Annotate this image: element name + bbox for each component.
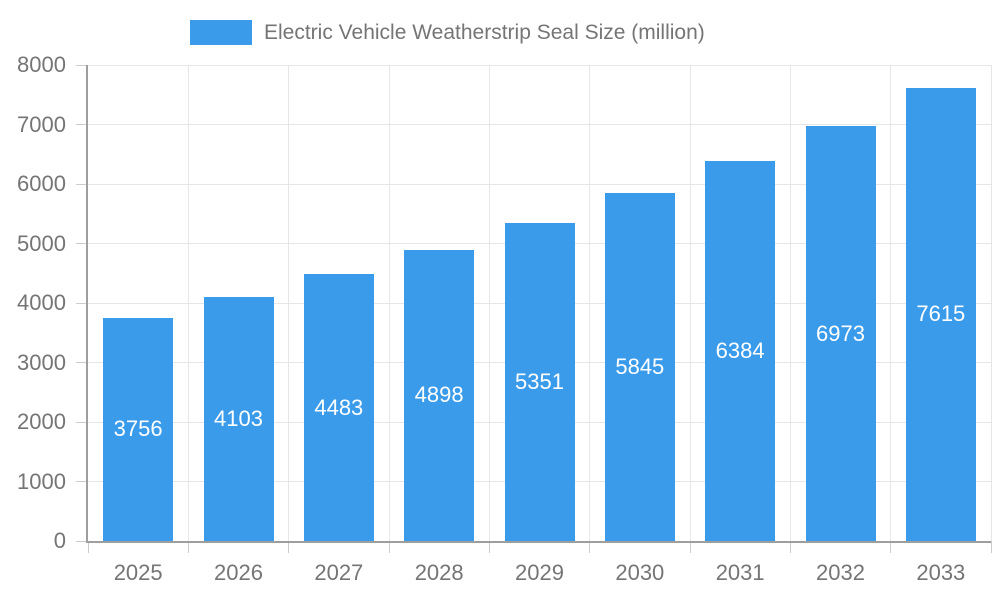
x-axis-tick: [689, 541, 691, 553]
bar-2027[interactable]: 4483: [303, 274, 374, 541]
x-axis-tick: [488, 541, 490, 553]
gridline-horizontal: [88, 183, 991, 185]
y-axis-tick: [76, 243, 88, 244]
y-axis-tick: [76, 64, 88, 66]
bar-value-label: 5845: [615, 354, 665, 380]
bar-2030[interactable]: 5845: [604, 193, 675, 541]
gridline-vertical: [488, 65, 490, 541]
legend-label: Electric Vehicle Weatherstrip Seal Size …: [264, 20, 705, 44]
bar-2032[interactable]: 6973: [805, 126, 876, 541]
bar-2025[interactable]: 3756: [103, 317, 174, 541]
bar-value-label: 6973: [816, 320, 865, 346]
gridline-vertical: [288, 65, 290, 541]
y-axis-label: 0: [53, 528, 66, 553]
gridline-vertical: [187, 65, 189, 541]
x-axis-label: 2027: [314, 560, 364, 585]
x-axis-label: 2030: [615, 560, 665, 585]
y-axis-tick: [76, 362, 88, 363]
y-axis-label: 8000: [17, 52, 66, 77]
gridline-vertical: [388, 65, 390, 541]
y-axis-label: 2000: [17, 409, 66, 434]
gridline-vertical: [689, 65, 691, 541]
y-axis-label: 4000: [17, 290, 66, 315]
bar-2033[interactable]: 7615: [905, 87, 976, 541]
x-axis-tick: [990, 541, 992, 553]
legend-swatch-icon: [190, 20, 252, 45]
bar-value-label: 5351: [515, 368, 564, 394]
gridline-vertical: [589, 65, 591, 541]
x-axis-label: 2028: [414, 560, 464, 585]
gridline-vertical: [990, 65, 992, 541]
bar-value-label: 4898: [414, 382, 464, 408]
y-axis-tick: [76, 481, 88, 482]
legend[interactable]: Electric Vehicle Weatherstrip Seal Size …: [190, 20, 705, 45]
y-axis-label: 5000: [17, 230, 66, 256]
x-axis-tick: [187, 541, 189, 553]
gridline-vertical: [789, 65, 791, 541]
bar-value-label: 6384: [715, 338, 765, 364]
x-axis-label: 2025: [113, 560, 163, 585]
x-axis-tick: [388, 541, 390, 553]
x-axis-tick: [288, 541, 290, 553]
y-axis-tick: [76, 540, 88, 542]
bar-2029[interactable]: 5351: [504, 222, 575, 541]
gridline-vertical: [890, 65, 892, 541]
gridline-horizontal: [88, 64, 991, 66]
bar-value-label: 4103: [214, 405, 263, 431]
gridline-horizontal: [88, 124, 991, 125]
bar-value-label: 7615: [916, 301, 966, 327]
y-axis-tick: [76, 183, 88, 185]
plot-area: 0 1000 2000 3000 4000 5000 6000 7000 8000 3756 202…: [17, 52, 992, 585]
x-axis-label: 2031: [715, 560, 765, 585]
x-axis-label: 2029: [515, 560, 564, 585]
bar-value-label: 4483: [314, 394, 364, 420]
x-axis-tick: [87, 541, 89, 553]
x-axis-tick: [589, 541, 591, 553]
y-axis-tick: [76, 302, 88, 304]
y-axis-tick: [76, 421, 88, 423]
y-axis-label: 6000: [17, 171, 66, 196]
y-axis-label: 3000: [17, 349, 66, 375]
x-axis-label: 2032: [816, 560, 865, 585]
y-axis-label: 1000: [17, 468, 66, 494]
y-axis-label: 7000: [17, 111, 66, 137]
bar-2028[interactable]: 4898: [404, 249, 475, 541]
x-axis-label: 2033: [916, 560, 966, 585]
x-axis-tick: [890, 541, 892, 553]
bar-2026[interactable]: 4103: [203, 296, 274, 541]
x-axis-line: [86, 541, 991, 543]
y-axis-line: [86, 65, 88, 541]
x-axis-label: 2026: [214, 560, 263, 585]
y-axis-tick: [76, 124, 88, 125]
x-axis-tick: [789, 541, 791, 553]
bar-value-label: 3756: [113, 416, 163, 442]
bar-2031[interactable]: 6384: [705, 161, 776, 541]
